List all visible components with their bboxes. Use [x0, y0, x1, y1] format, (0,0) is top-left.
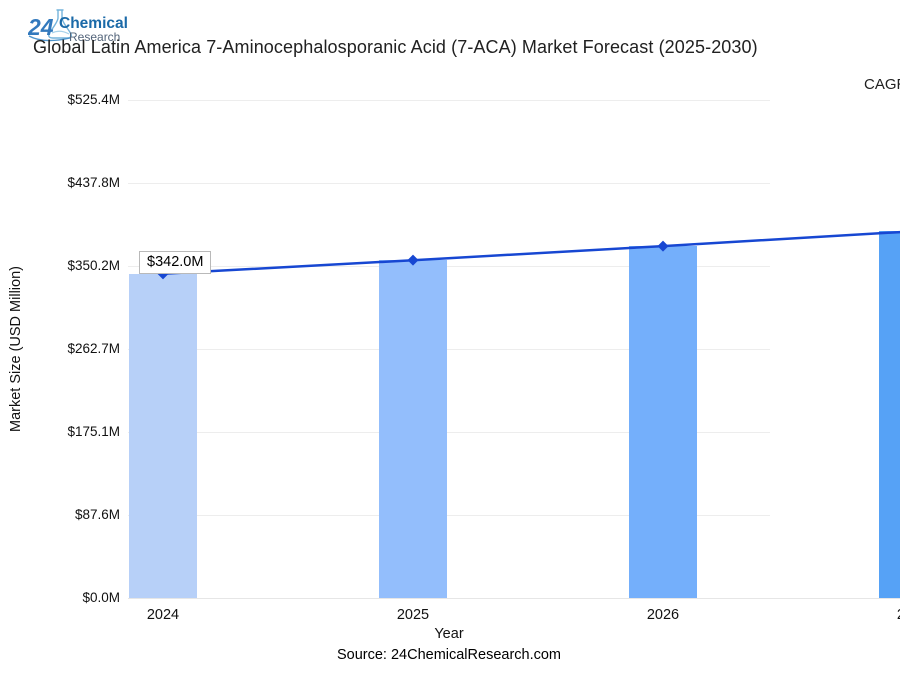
logo-text-research: Research [69, 30, 120, 44]
chart-title: Global Latin America 7-Aminocephalospora… [33, 37, 758, 57]
bar[interactable] [629, 246, 697, 598]
x-tick-label: 2027 [873, 607, 900, 623]
x-axis-baseline [128, 597, 900, 599]
company-logo: 24 Chemical Research [28, 9, 128, 44]
y-tick-label: $0.0M [82, 590, 120, 605]
data-point-tooltip: $342.0M [139, 250, 212, 274]
source-attribution: Source: 24ChemicalResearch.com [336, 647, 562, 663]
x-tick-label: 2025 [396, 607, 430, 623]
logo-number: 24 [28, 14, 54, 40]
y-tick-label: $262.7M [67, 341, 120, 356]
series-line [162, 230, 900, 276]
x-tick-label: 2026 [646, 607, 680, 623]
y-tick-label: $175.1M [67, 424, 120, 440]
y-tick-label: $87.6M [74, 506, 120, 522]
bar[interactable] [129, 273, 197, 598]
x-axis-title: Year [434, 626, 464, 642]
logo-swoosh [28, 35, 71, 42]
x-tick-label: 2024 [146, 607, 180, 623]
bar[interactable] [879, 231, 900, 598]
gridline [128, 182, 770, 184]
gridline [128, 348, 770, 350]
y-tick-label: $525.4M [67, 92, 120, 107]
gridline [128, 99, 770, 101]
cagr-label: CAGR [864, 76, 900, 93]
y-tick-label: $437.8M [67, 175, 120, 191]
gridline [128, 514, 770, 516]
gridline [128, 431, 770, 433]
bar[interactable] [379, 260, 447, 598]
flask-icon [48, 9, 72, 39]
y-tick-label: $350.2M [67, 258, 120, 274]
logo-text-chemical: Chemical [59, 15, 128, 32]
